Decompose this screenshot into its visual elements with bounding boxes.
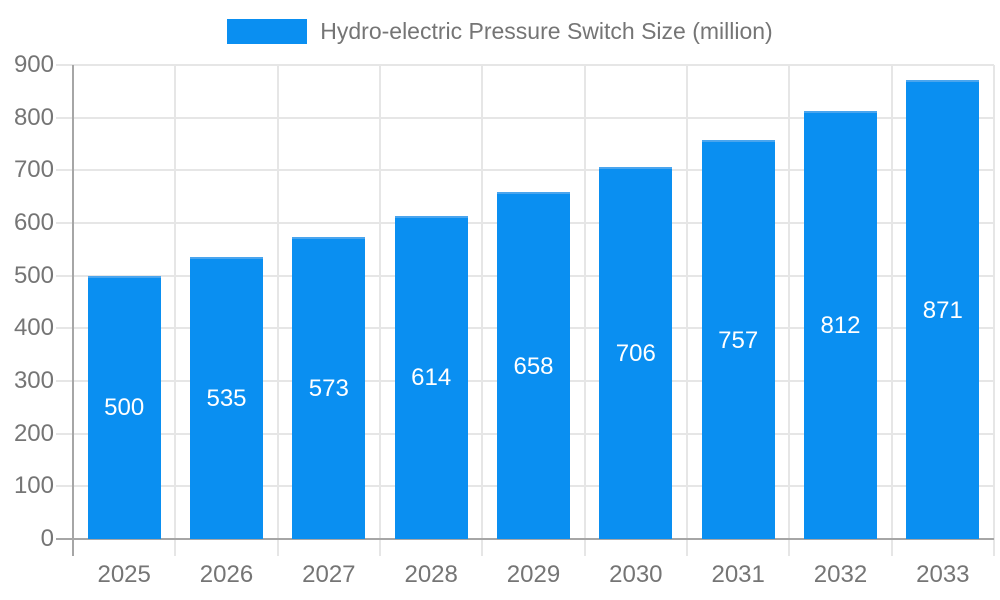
y-tick-label: 700	[13, 156, 54, 184]
bar-value-label: 658	[513, 352, 554, 380]
bar: 500	[87, 275, 161, 539]
v-gridline	[481, 65, 484, 556]
h-gridline	[56, 64, 994, 66]
y-tick-label: 400	[13, 314, 54, 342]
x-tick-label: 2030	[609, 561, 663, 588]
v-gridline	[686, 65, 688, 556]
v-gridline	[993, 65, 995, 556]
y-tick-label: 0	[40, 525, 54, 552]
y-tick-label: 600	[13, 209, 54, 236]
bar: 757	[701, 140, 775, 539]
bar-value-label: 573	[308, 375, 349, 403]
y-tick-label: 800	[13, 103, 54, 131]
y-tick-label: 200	[13, 419, 54, 447]
y-tick-label: 300	[13, 367, 54, 394]
y-tick-label: 500	[13, 261, 54, 289]
bar: 706	[599, 167, 673, 539]
bar-value-label: 757	[718, 326, 759, 354]
bar-value-label: 614	[411, 364, 452, 392]
h-gridline	[56, 169, 994, 172]
bar: 812	[804, 111, 877, 539]
chart-legend: Hydro-electric Pressure Switch Size (mil…	[0, 19, 1000, 44]
x-tick-label: 2031	[711, 561, 765, 588]
y-axis-line	[72, 65, 74, 556]
x-tick-label: 2026	[199, 561, 254, 588]
bar: 614	[394, 215, 468, 539]
bar: 871	[906, 80, 980, 539]
bar-value-label: 535	[206, 385, 247, 413]
bar: 535	[190, 257, 263, 539]
v-gridline	[583, 65, 586, 556]
y-tick-label: 100	[13, 472, 54, 500]
x-tick-label: 2032	[813, 561, 868, 588]
h-gridline	[56, 116, 994, 119]
bar: 573	[292, 237, 366, 539]
x-axis-line	[56, 538, 994, 540]
x-tick-label: 2027	[302, 561, 356, 588]
x-tick-label: 2029	[506, 561, 561, 588]
bar-value-label: 871	[922, 296, 963, 324]
x-tick-label: 2033	[916, 561, 970, 588]
x-tick-label: 2025	[97, 561, 151, 588]
v-gridline	[890, 65, 893, 556]
v-gridline	[788, 65, 791, 556]
v-gridline	[276, 65, 279, 556]
bar-value-label: 500	[104, 394, 145, 422]
bar-value-label: 812	[820, 312, 861, 340]
bar: 658	[497, 192, 570, 539]
x-tick-label: 2028	[404, 561, 458, 588]
bar-value-label: 706	[615, 340, 656, 368]
legend-label: Hydro-electric Pressure Switch Size (mil…	[320, 18, 773, 44]
legend-swatch	[227, 19, 308, 44]
y-tick-label: 900	[13, 51, 54, 78]
v-gridline	[174, 65, 177, 556]
v-gridline	[379, 65, 381, 556]
